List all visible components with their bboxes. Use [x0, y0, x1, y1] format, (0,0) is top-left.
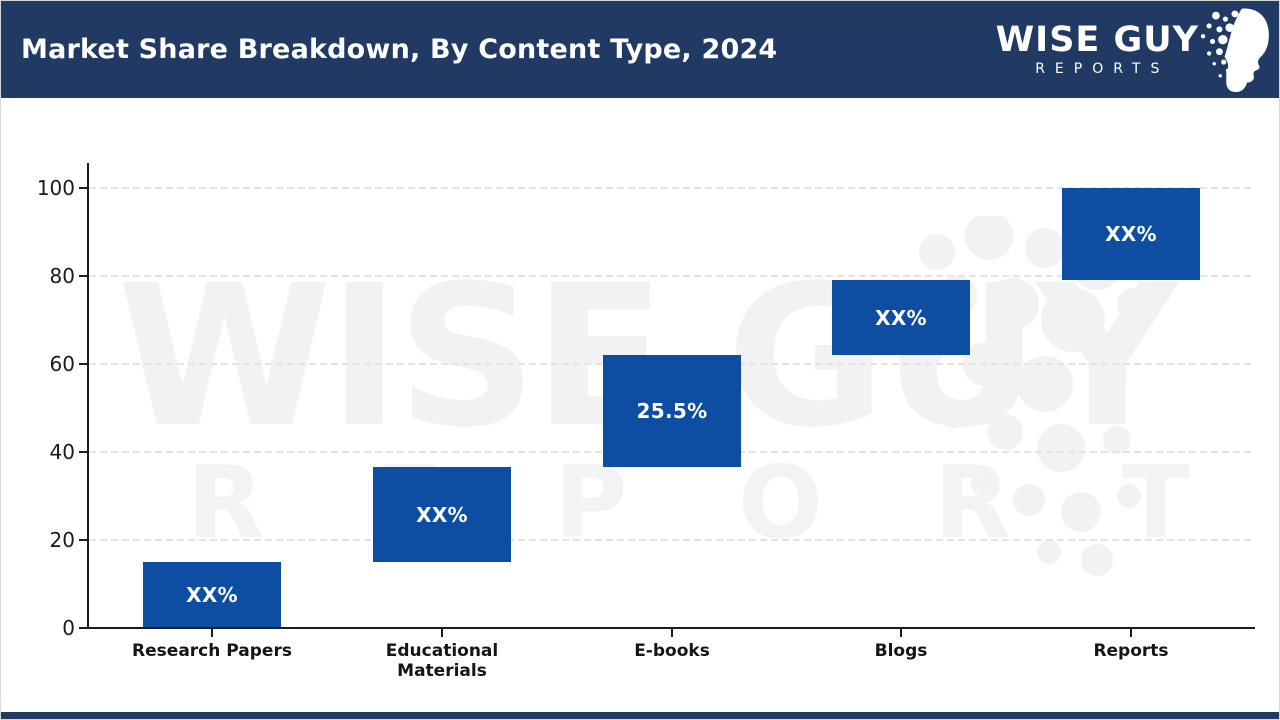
y-axis-tick	[79, 539, 87, 541]
bar-value-label: XX%	[186, 583, 238, 607]
y-tick-label: 0	[62, 616, 75, 640]
category-label: Research Papers	[132, 641, 292, 661]
y-tick-label: 40	[49, 440, 75, 464]
brand-face-icon	[1200, 8, 1269, 92]
x-axis-tick	[211, 629, 213, 637]
bar-value-label: 25.5%	[636, 399, 708, 424]
bar-research-papers: XX%	[143, 562, 281, 628]
category-label: Educational Materials	[385, 641, 499, 681]
y-axis-tick	[79, 627, 87, 629]
y-axis-line	[87, 163, 89, 629]
brand-name-text: WISE GUY	[995, 19, 1199, 60]
y-axis-tick	[79, 451, 87, 453]
x-axis-line	[87, 627, 1255, 629]
x-axis-tick	[1130, 629, 1132, 637]
bar-value-label: XX%	[875, 305, 927, 330]
gridline	[89, 275, 1254, 277]
y-axis-tick	[79, 363, 87, 365]
header: Market Share Breakdown, By Content Type,…	[1, 1, 1279, 98]
bar-value-label: XX%	[416, 502, 468, 527]
y-tick-label: 20	[49, 528, 75, 552]
gridline	[89, 187, 1254, 189]
footer-bar	[1, 712, 1279, 719]
brand-logo: WISE GUY REPORTS	[996, 1, 1271, 98]
gridline	[89, 539, 1254, 541]
y-tick-label: 80	[49, 264, 75, 288]
category-label: Blogs	[874, 641, 928, 661]
brand-subtitle-text: REPORTS	[1035, 60, 1170, 77]
x-axis-tick	[671, 629, 673, 637]
page-title: Market Share Breakdown, By Content Type,…	[21, 34, 778, 65]
y-tick-label: 60	[49, 352, 75, 376]
x-axis-tick	[441, 629, 443, 637]
y-axis-tick	[79, 275, 87, 277]
category-label: Reports	[1093, 641, 1169, 661]
bar-value-label: XX%	[1105, 222, 1157, 247]
category-label: E-books	[634, 641, 710, 661]
x-axis-tick	[900, 629, 902, 637]
bar-educational-materials: XX%	[373, 467, 511, 562]
bar-blogs: XX%	[832, 280, 970, 356]
bar-e-books: 25.5%	[603, 355, 741, 468]
y-tick-label: 100	[36, 176, 75, 200]
bar-reports: XX%	[1062, 188, 1200, 281]
brand-wordmark: WISE GUY REPORTS	[995, 19, 1199, 77]
y-axis-tick	[79, 187, 87, 189]
